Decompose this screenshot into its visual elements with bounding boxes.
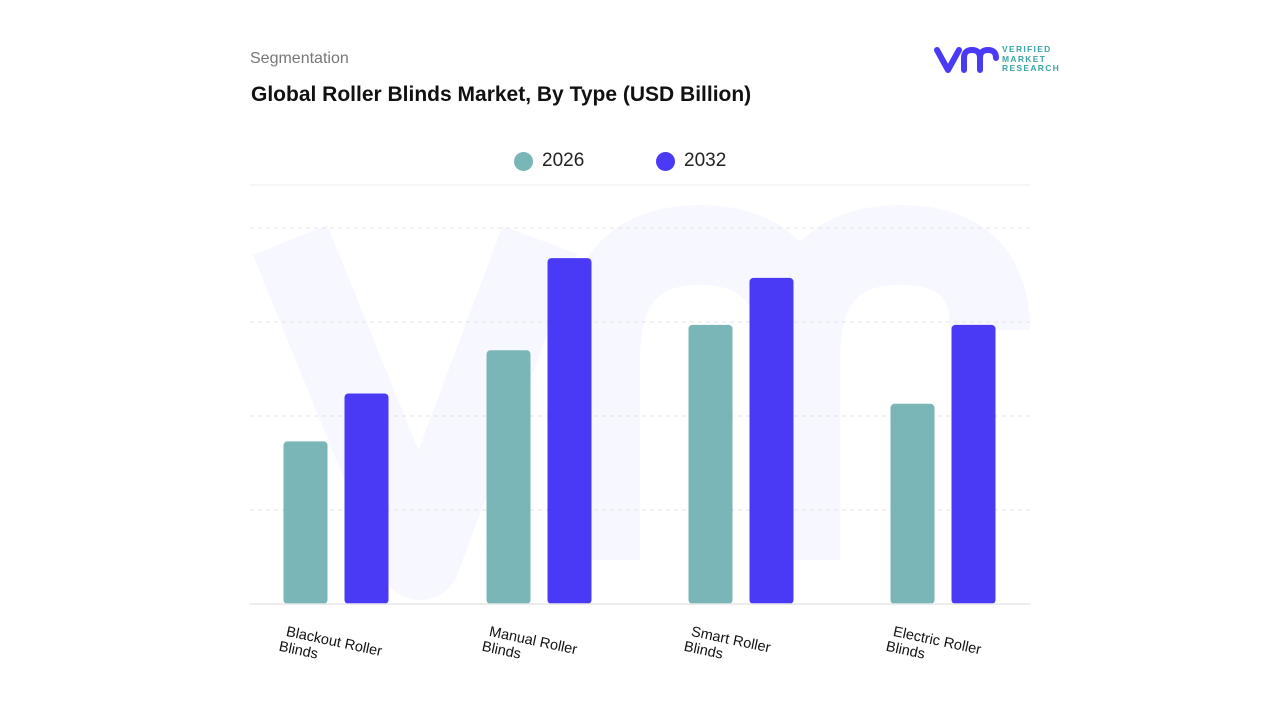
bar-2032-0 (344, 393, 389, 604)
logo-text: VERIFIED MARKET RESEARCH (1002, 44, 1061, 73)
bar-2026-3 (890, 403, 935, 604)
legend-label: 2026 (542, 150, 585, 171)
legend-swatch (514, 151, 533, 171)
chart-title: Global Roller Blinds Market, By Type (US… (251, 83, 752, 106)
bar-2032-3 (951, 324, 996, 604)
bar-2026-1 (486, 350, 531, 604)
legend-item-2032: 2032 (656, 150, 726, 172)
legend-label: 2032 (684, 150, 727, 171)
legend-item-2026: 2026 (514, 150, 584, 172)
legend: 2026 2032 (0, 150, 1280, 174)
bar-2026-0 (283, 441, 328, 604)
vmr-logo-icon (934, 47, 999, 73)
section-label: Segmentation (250, 50, 349, 67)
bar-2032-1 (547, 258, 592, 604)
legend-swatch (656, 151, 675, 171)
bar-2032-2 (749, 277, 794, 604)
watermark (252, 205, 1030, 600)
bar-2026-2 (688, 324, 733, 604)
